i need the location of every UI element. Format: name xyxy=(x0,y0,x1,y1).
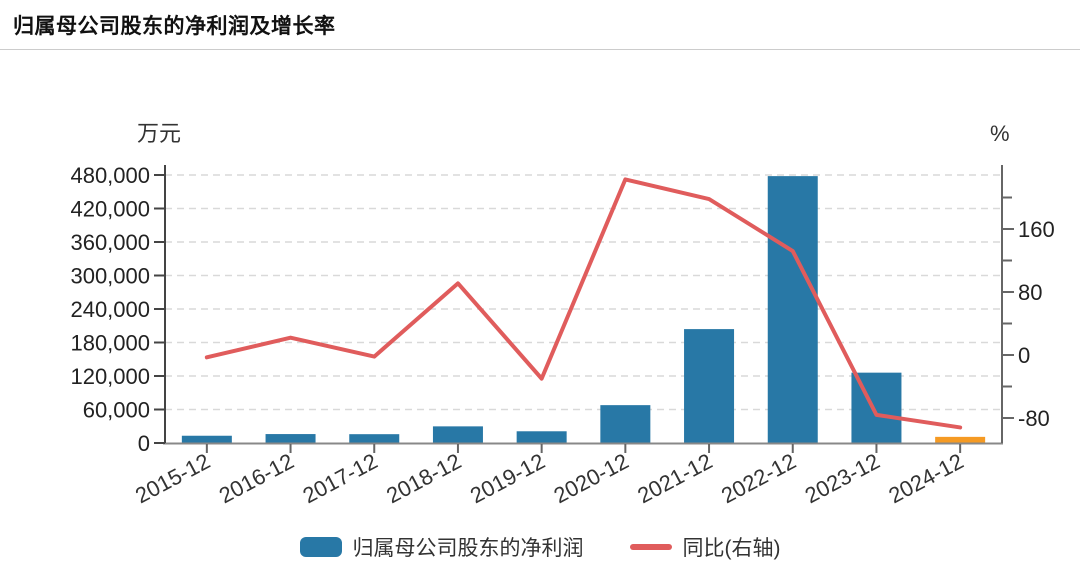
legend-label-yoy: 同比(右轴) xyxy=(682,537,781,560)
x-axis-label-2018-12: 2018-12 xyxy=(382,448,465,508)
x-axis-label-2017-12: 2017-12 xyxy=(299,448,382,508)
x-axis-label-2022-12: 2022-12 xyxy=(717,448,800,508)
left-axis-tick-label: 60,000 xyxy=(83,398,150,423)
chart-legend: 归属母公司股东的净利润 同比(右轴) xyxy=(0,532,1080,562)
left-axis-tick-label: 180,000 xyxy=(70,331,150,356)
right-axis-tick-label: 80 xyxy=(1018,280,1042,305)
right-axis-tick-label: 0 xyxy=(1018,343,1030,368)
bar-2018-12[interactable] xyxy=(432,426,483,443)
bar-2019-12[interactable] xyxy=(516,431,567,443)
legend-item-yoy[interactable]: 同比(右轴) xyxy=(629,532,781,562)
left-axis-tick-label: 240,000 xyxy=(70,297,150,322)
right-axis-unit-label: % xyxy=(990,121,1010,146)
x-axis-label-2024-12: 2024-12 xyxy=(884,448,967,508)
bar-series-swatch xyxy=(299,537,342,557)
left-axis-tick-label: 300,000 xyxy=(70,264,150,289)
header-divider xyxy=(0,49,1080,50)
left-axis-tick-label: 0 xyxy=(138,431,150,456)
yoy-growth-line[interactable] xyxy=(204,177,963,430)
bar-2017-12[interactable] xyxy=(349,434,400,443)
x-axis-label-2023-12: 2023-12 xyxy=(801,448,884,508)
x-axis-label-2021-12: 2021-12 xyxy=(633,448,716,508)
bar-2022-12[interactable] xyxy=(767,176,818,443)
line-series-swatch xyxy=(629,544,672,550)
bar-2016-12[interactable] xyxy=(265,434,316,443)
bar-2024-12[interactable] xyxy=(935,436,986,443)
bar-2015-12[interactable] xyxy=(181,435,232,443)
page-title: 归属母公司股东的净利润及增长率 xyxy=(13,15,336,38)
left-axis-tick-label: 420,000 xyxy=(70,197,150,222)
bar-2021-12[interactable] xyxy=(684,329,735,443)
left-axis-tick-label: 480,000 xyxy=(70,163,150,188)
right-axis-tick-label: 160 xyxy=(1018,217,1055,242)
right-axis-tick-label: -80 xyxy=(1018,406,1050,431)
legend-item-net-profit[interactable]: 归属母公司股东的净利润 xyxy=(299,532,584,562)
left-axis-unit-label: 万元 xyxy=(137,121,181,146)
bar-2020-12[interactable] xyxy=(600,405,651,443)
x-axis-label-2016-12: 2016-12 xyxy=(215,448,298,508)
x-axis-label-2020-12: 2020-12 xyxy=(550,448,633,508)
x-axis-label-2015-12: 2015-12 xyxy=(131,448,214,508)
legend-label-net-profit: 归属母公司股东的净利润 xyxy=(352,537,584,560)
left-axis-tick-label: 120,000 xyxy=(70,364,150,389)
left-axis-tick-label: 360,000 xyxy=(70,230,150,255)
x-axis-label-2019-12: 2019-12 xyxy=(466,448,549,508)
